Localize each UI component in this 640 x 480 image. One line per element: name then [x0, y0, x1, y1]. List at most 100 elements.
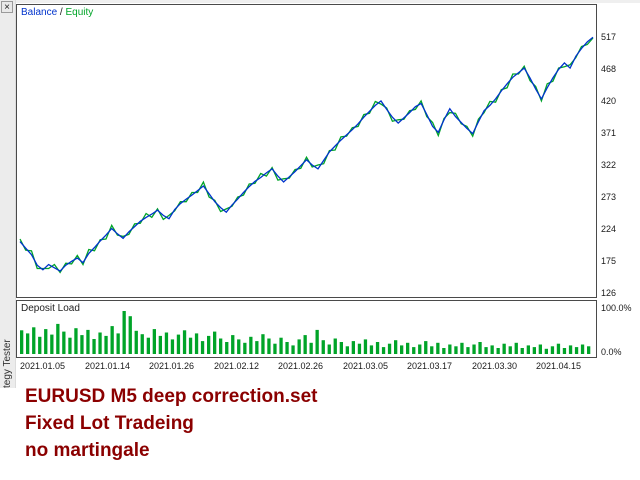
- deposit-load-bar: [267, 338, 271, 354]
- deposit-load-bar: [460, 342, 464, 354]
- deposit-load-bar: [297, 339, 301, 354]
- deposit-load-bar: [351, 341, 355, 354]
- deposit-load-bar: [146, 337, 150, 354]
- y-axis-label: 175: [601, 256, 617, 266]
- deposit-load-bar: [333, 338, 337, 354]
- deposit-load-bar: [309, 342, 313, 354]
- window-top-edge: [0, 0, 640, 3]
- close-button[interactable]: ×: [1, 1, 13, 13]
- deposit-load-bar: [424, 341, 428, 354]
- deposit-load-bar: [158, 335, 162, 354]
- deposit-load-bar: [86, 329, 90, 354]
- y-axis-label: 322: [601, 160, 617, 170]
- deposit-load-bar: [285, 342, 289, 354]
- deposit-load-bar: [363, 339, 368, 354]
- deposit-load-bar: [152, 329, 156, 354]
- deposit-load-bar: [490, 345, 494, 354]
- deposit-load-bar: [550, 346, 555, 354]
- deposit-load-bar: [321, 340, 325, 354]
- deposit-load-bar: [219, 338, 223, 354]
- deposit-load-bar: [375, 342, 380, 354]
- deposit-load-bar: [44, 329, 48, 354]
- deposit-load-bar: [387, 343, 392, 354]
- x-axis-label: 2021.02.12: [214, 361, 260, 371]
- deposit-load-bar: [188, 337, 193, 354]
- balance-equity-chart: Balance / Equity: [16, 4, 597, 298]
- x-axis-label: 2021.03.30: [472, 361, 518, 371]
- x-axis-label: 2021.01.26: [149, 361, 195, 371]
- deposit-load-bar: [520, 348, 524, 354]
- strategy-tester-tab[interactable]: tegy Tester: [2, 339, 13, 388]
- deposit-load-bar: [526, 345, 530, 354]
- deposit-load-bar: [339, 342, 343, 354]
- caption-line-1: EURUSD M5 deep correction.set: [25, 386, 318, 407]
- deposit-load-bar: [357, 343, 362, 354]
- deposit-load-bar: [62, 331, 66, 354]
- deposit-load-bar: [92, 339, 96, 354]
- deposit-load-bar: [502, 343, 506, 354]
- deposit-load-title: Deposit Load: [21, 303, 80, 314]
- y-axis-label: 273: [601, 192, 617, 202]
- left-tab-strip: [0, 0, 16, 388]
- deposit-load-bar: [568, 345, 573, 354]
- deposit-load-bar: [26, 333, 30, 354]
- balance-equity-plot[interactable]: [17, 5, 596, 297]
- deposit-load-plot[interactable]: [17, 301, 596, 357]
- deposit-load-bar: [116, 333, 120, 354]
- deposit-load-bar: [243, 342, 247, 354]
- y-axis-label: 224: [601, 224, 617, 234]
- deposit-load-bar: [562, 348, 567, 354]
- x-axis-label: 2021.01.14: [85, 361, 131, 371]
- deposit-load-bar: [345, 346, 349, 354]
- deposit-load-bar: [104, 335, 108, 354]
- deposit-load-bar: [56, 323, 60, 354]
- deposit-load-bar: [255, 341, 259, 354]
- y-axis-label: 126: [601, 288, 617, 298]
- deposit-load-bar: [261, 334, 265, 354]
- deposit-load-bar: [200, 341, 205, 354]
- deposit-load-bar: [472, 344, 476, 354]
- deposit-load-bar: [182, 330, 187, 354]
- legend-equity-label: Equity: [65, 7, 94, 18]
- deposit-load-bar: [418, 344, 422, 354]
- deposit-load-bar: [225, 342, 229, 354]
- chart-legend: Balance / Equity: [21, 7, 93, 18]
- deposit-load-bar: [327, 344, 331, 354]
- deposit-load-bar: [436, 342, 440, 354]
- balance-line: [19, 36, 594, 272]
- deposit-load-bar: [406, 342, 410, 354]
- deposit-load-bar: [231, 335, 235, 354]
- deposit-load-bar: [164, 332, 169, 354]
- y-axis-label: 420: [601, 96, 617, 106]
- deposit-load-bar: [315, 329, 319, 354]
- deposit-load-bar: [128, 316, 132, 354]
- deposit-load-bar: [50, 334, 54, 354]
- deposit-load-bar: [32, 327, 36, 354]
- deposit-load-bar: [134, 330, 138, 354]
- deposit-load-chart: Deposit Load: [16, 300, 597, 358]
- deposit-load-bar: [273, 343, 277, 354]
- x-axis-label: 2021.03.05: [343, 361, 389, 371]
- deposit-load-bar: [303, 335, 307, 354]
- x-axis-label: 2021.03.17: [407, 361, 453, 371]
- deposit-load-bar: [68, 337, 72, 354]
- deposit-load-bar: [478, 342, 482, 354]
- deposit-load-bar: [291, 345, 295, 354]
- y-axis-label: 371: [601, 128, 617, 138]
- y-axis-label: 468: [601, 64, 617, 74]
- deposit-load-bar: [140, 334, 144, 354]
- deposit-load-bar: [207, 335, 211, 354]
- deposit-load-bar: [400, 345, 404, 354]
- deposit-load-bar: [508, 346, 512, 354]
- deposit-load-bar: [412, 347, 416, 354]
- deposit-load-bar: [80, 335, 84, 354]
- deposit-load-bar: [20, 330, 24, 354]
- y-axis-label: 517: [601, 32, 617, 42]
- deposit-load-bar: [394, 340, 398, 354]
- deposit-load-bar: [430, 346, 434, 354]
- legend-separator: /: [57, 7, 66, 18]
- deposit-load-bar: [194, 333, 199, 354]
- deposit-load-bar: [580, 344, 585, 354]
- deposit-axis-min-label: 0.0%: [601, 347, 622, 357]
